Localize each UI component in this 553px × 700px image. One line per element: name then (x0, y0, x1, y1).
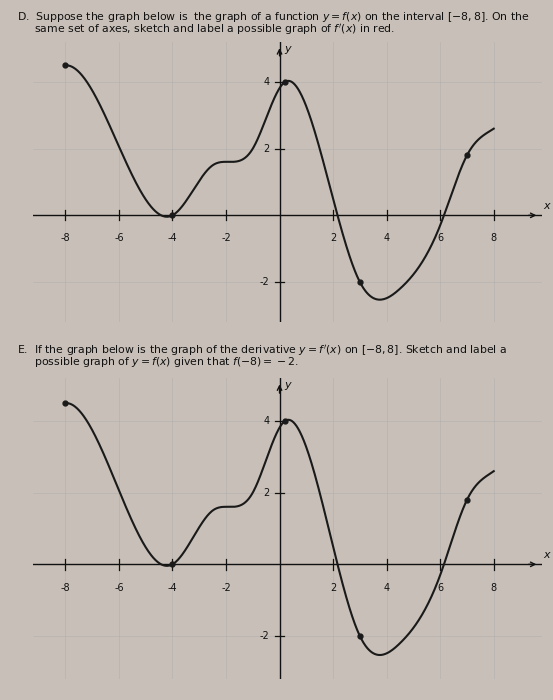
Text: 8: 8 (491, 233, 497, 243)
Text: $x$: $x$ (543, 202, 552, 211)
Text: 2: 2 (263, 144, 269, 154)
Text: 2: 2 (330, 583, 336, 594)
Text: 2: 2 (330, 233, 336, 243)
Text: D.  Suppose the graph below is  the graph of a function $y = f(x)$ on the interv: D. Suppose the graph below is the graph … (17, 10, 529, 25)
Text: -4: -4 (168, 583, 177, 594)
Text: 4: 4 (263, 416, 269, 426)
Text: -6: -6 (114, 233, 124, 243)
Text: -2: -2 (221, 583, 231, 594)
Text: 4: 4 (263, 77, 269, 87)
Text: $x$: $x$ (543, 550, 552, 560)
Text: -2: -2 (221, 233, 231, 243)
Text: $y$: $y$ (284, 43, 293, 56)
Text: E.  If the graph below is the graph of the derivative $y = f'(x)$ on $[-8, 8]$. : E. If the graph below is the graph of th… (17, 343, 507, 358)
Text: -2: -2 (259, 277, 269, 287)
Text: 8: 8 (491, 583, 497, 594)
Text: same set of axes, sketch and label a possible graph of $f'(x)$ in red.: same set of axes, sketch and label a pos… (17, 22, 395, 37)
Text: 4: 4 (384, 233, 390, 243)
Text: $y$: $y$ (284, 380, 293, 392)
Text: -2: -2 (259, 631, 269, 641)
Text: 2: 2 (263, 488, 269, 498)
Text: 6: 6 (437, 233, 444, 243)
Text: -4: -4 (168, 233, 177, 243)
Text: 6: 6 (437, 583, 444, 594)
Text: 4: 4 (384, 583, 390, 594)
Text: -8: -8 (60, 583, 70, 594)
Text: -6: -6 (114, 583, 124, 594)
Text: possible graph of $y = f(x)$ given that $f(-8) = -2$.: possible graph of $y = f(x)$ given that … (17, 355, 298, 369)
Text: -8: -8 (60, 233, 70, 243)
